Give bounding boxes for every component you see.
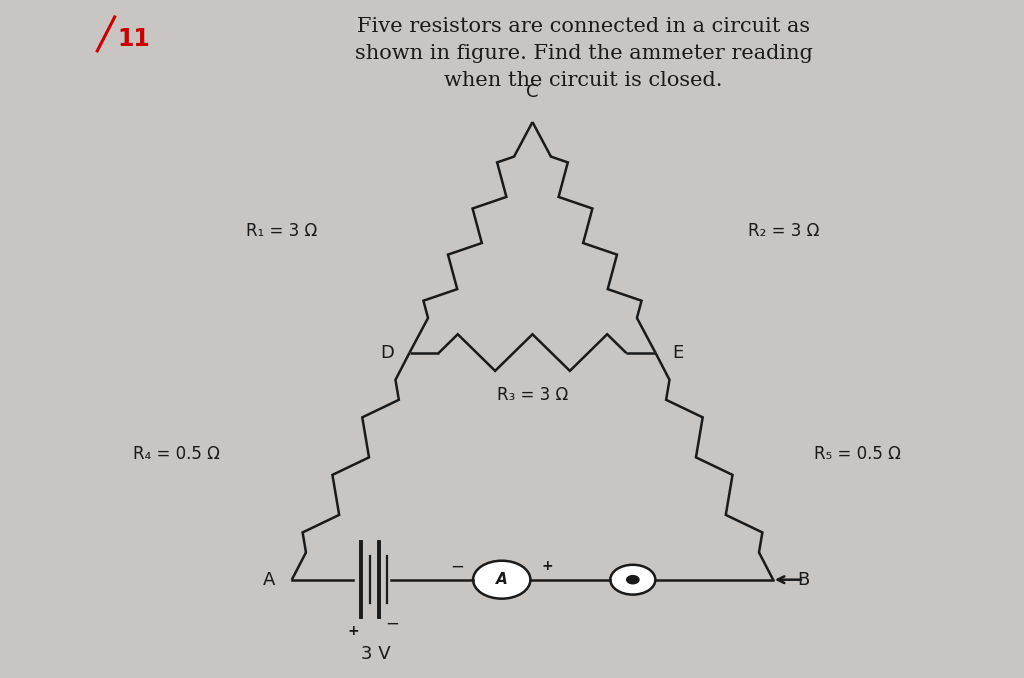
Text: 3 V: 3 V	[361, 645, 390, 663]
Text: A: A	[263, 571, 275, 589]
Text: R₃ = 3 Ω: R₃ = 3 Ω	[497, 386, 568, 405]
Text: R₂ = 3 Ω: R₂ = 3 Ω	[748, 222, 819, 239]
Text: D: D	[380, 344, 394, 361]
Text: Five resistors are connected in a circuit as
shown in figure. Find the ammeter r: Five resistors are connected in a circui…	[354, 17, 813, 90]
Text: R₁ = 3 Ω: R₁ = 3 Ω	[246, 222, 317, 239]
Circle shape	[473, 561, 530, 599]
Text: C: C	[526, 83, 539, 100]
Text: R₅ = 0.5 Ω: R₅ = 0.5 Ω	[814, 445, 901, 463]
Text: B: B	[798, 571, 810, 589]
Text: −: −	[385, 615, 399, 633]
Text: A: A	[496, 572, 508, 587]
Text: +: +	[541, 559, 553, 573]
Text: 11: 11	[118, 27, 151, 51]
Text: +: +	[347, 624, 359, 637]
Circle shape	[627, 576, 639, 584]
Circle shape	[610, 565, 655, 595]
Text: R₄ = 0.5 Ω: R₄ = 0.5 Ω	[133, 445, 220, 463]
Text: E: E	[673, 344, 683, 361]
Text: −: −	[450, 557, 464, 575]
